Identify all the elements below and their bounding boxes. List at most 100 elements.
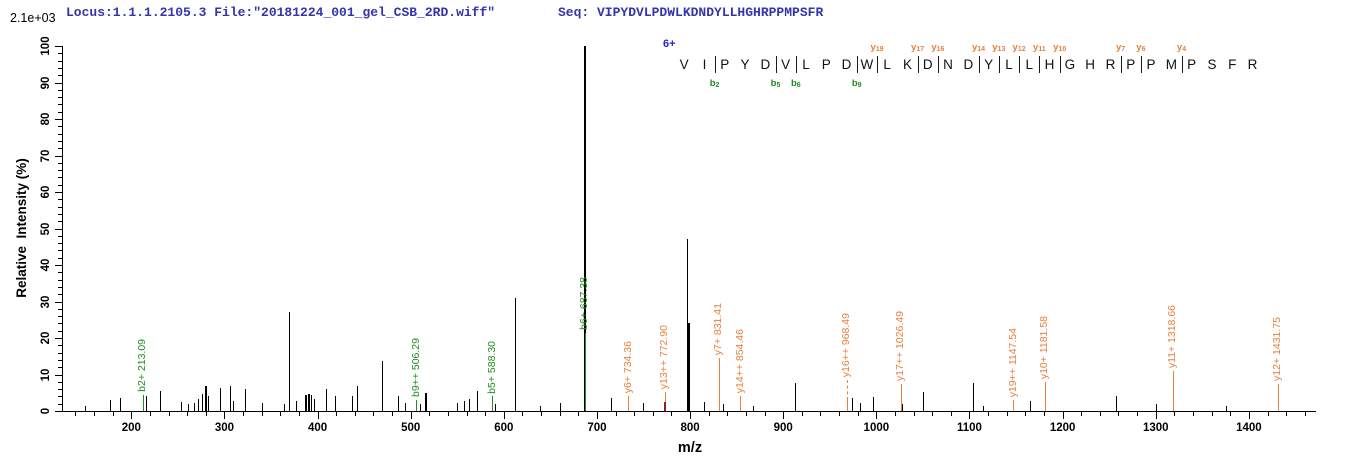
spectrum-peak (851, 398, 853, 411)
peak-label: y19++ 1147.54 (1006, 327, 1019, 398)
fragment-label-y10: y10 (1053, 42, 1067, 54)
x-tick (1006, 412, 1008, 416)
spectrum-peak (424, 392, 427, 411)
x-tick (1062, 412, 1064, 419)
y-tick (58, 389, 62, 391)
y-tick (58, 97, 62, 99)
x-tick (317, 412, 319, 419)
sequence-residue: P (1146, 57, 1156, 72)
y-axis-line (62, 46, 63, 412)
x-tick (1155, 412, 1157, 419)
x-tick (1211, 412, 1213, 416)
spectrum-peak (314, 398, 316, 411)
sequence-residue: R (1247, 57, 1258, 72)
x-tick (224, 412, 226, 419)
spectrum-peak (159, 390, 161, 411)
spectrum-peak (901, 404, 903, 411)
y-tick (58, 396, 62, 398)
x-tick-label: 300 (214, 422, 235, 434)
x-tick (373, 412, 375, 416)
spectrum-peak (308, 394, 311, 411)
x-tick (1286, 412, 1288, 416)
spectrum-peak (972, 383, 974, 411)
fragment-label-y7: y7 (1115, 42, 1126, 54)
y-tick (55, 301, 62, 303)
y-tick (58, 323, 62, 325)
y-tick (55, 411, 62, 412)
sequence-residue: N (943, 57, 953, 72)
x-tick-label: 500 (401, 422, 421, 434)
sequence-residue: I (702, 57, 707, 72)
y-tick (55, 374, 62, 376)
y-tick-label: 20 (40, 331, 52, 345)
spectrum-peak (194, 402, 196, 411)
y-tick (55, 46, 62, 47)
sequence-residue: S (1207, 57, 1217, 72)
x-tick (1025, 412, 1027, 416)
fragment-divider (1019, 56, 1021, 73)
x-tick (578, 412, 580, 416)
x-tick (857, 412, 859, 416)
spectrum-peak (752, 405, 754, 411)
y-tick (58, 67, 62, 69)
y-tick (58, 148, 62, 150)
spectrum-peak (229, 385, 231, 411)
peak-label: b9++ 506.29 (409, 338, 422, 398)
fragment-label-y16: y16 (931, 42, 945, 54)
x-tick (950, 412, 952, 416)
y-tick (58, 184, 62, 186)
spectrum-peak (201, 394, 203, 411)
x-axis-title: m/z (677, 440, 703, 456)
x-tick (1081, 412, 1083, 416)
sequence-residue: G (1064, 57, 1076, 72)
x-tick (205, 412, 207, 416)
fragment-label-y4: y4 (1176, 42, 1187, 54)
spectrum-peak (110, 400, 112, 411)
y-tick (55, 82, 62, 84)
x-tick-label: 1200 (1049, 422, 1076, 434)
spectrum-peak (351, 396, 353, 411)
spectrum-peak (404, 402, 406, 411)
fragment-divider (998, 56, 1000, 73)
x-tick (75, 412, 77, 416)
spectrum-peak (382, 360, 384, 411)
fragment-divider (1181, 56, 1183, 73)
x-tick-label: 900 (773, 422, 793, 434)
sequence-residue: D (963, 57, 974, 72)
y-tick (58, 257, 62, 259)
spectrum-peak (204, 385, 207, 411)
spectrum-peak (846, 400, 848, 411)
y-tick (58, 272, 62, 274)
y-tick (58, 177, 62, 179)
sequence-residue: P (1126, 57, 1136, 72)
spectrum-peak (289, 312, 291, 411)
y-tick (58, 330, 62, 332)
peak-label: y14++ 854.46 (733, 329, 746, 394)
spectrum-peak (539, 405, 541, 411)
fragment-divider (1120, 56, 1122, 73)
peak-label: y6+ 734.36 (621, 341, 634, 394)
x-tick (541, 412, 543, 416)
sequence-residue: L (802, 57, 810, 72)
x-tick (1267, 412, 1269, 416)
y-tick (58, 206, 62, 208)
y-tick (58, 381, 62, 383)
y-tick (58, 308, 62, 310)
y-tick (58, 75, 62, 77)
x-tick (634, 412, 636, 416)
x-tick-label: 1400 (1236, 422, 1262, 434)
x-tick-label: 700 (587, 422, 607, 434)
header-locus-file: Locus:1.1.1.2105.3 File:"20181224_001_ge… (66, 5, 496, 20)
x-tick (392, 412, 394, 416)
sequence-residue: Y (984, 57, 994, 72)
y-tick-label: 40 (40, 258, 52, 272)
x-tick (1192, 412, 1194, 416)
spectrum-peak (740, 396, 742, 411)
spectrum-peak (208, 395, 210, 411)
x-tick (131, 412, 133, 419)
sequence-residue: H (1044, 57, 1055, 72)
spectrum-peak (900, 383, 902, 411)
spectrum-peak (1156, 404, 1158, 411)
x-tick (149, 412, 151, 416)
fragment-divider (1140, 56, 1142, 73)
